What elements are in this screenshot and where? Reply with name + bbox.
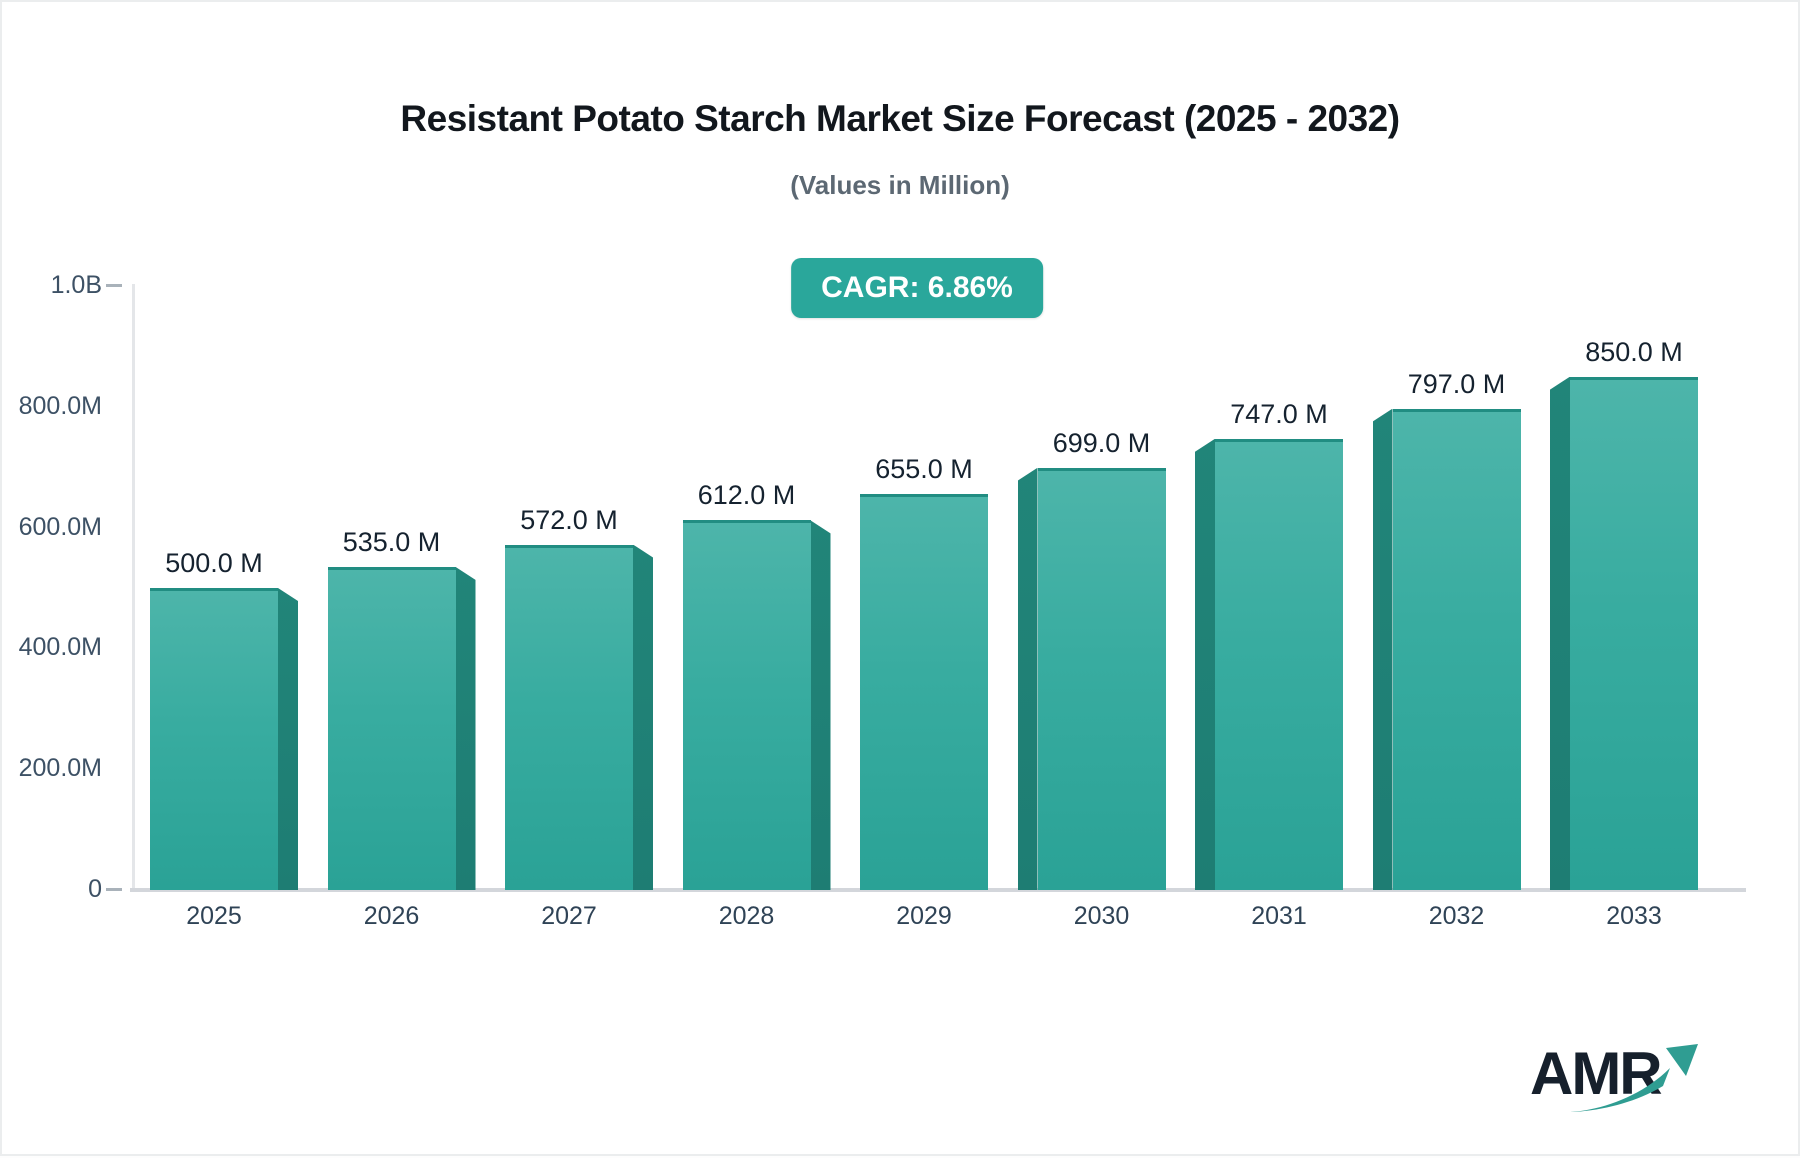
bar-side-3d	[278, 588, 298, 890]
bar-face	[1037, 467, 1166, 890]
x-axis-label-2030: 2030	[1073, 902, 1130, 930]
y-axis-label: 1.0B	[50, 271, 102, 299]
bar-value-label: 535.0 M	[342, 526, 441, 557]
bar-face	[1215, 438, 1343, 890]
growth-arrow-icon	[1570, 1044, 1698, 1112]
bar-side-3d	[810, 520, 831, 890]
bar-value-label: 612.0 M	[697, 480, 796, 511]
bar-2026[interactable]	[327, 566, 476, 890]
x-axis-label-2033: 2033	[1606, 902, 1662, 930]
bar-2028[interactable]	[682, 520, 831, 890]
bar-2025[interactable]	[150, 588, 298, 890]
x-axis-line	[130, 888, 1746, 892]
bar-2032[interactable]	[1372, 408, 1521, 890]
chart-title: Resistant Potato Starch Market Size Fore…	[400, 98, 1400, 139]
bar-2030[interactable]	[1017, 467, 1166, 890]
y-axis-tick	[106, 284, 122, 287]
bar-face	[860, 494, 988, 890]
bar-value-label: 500.0 M	[165, 548, 263, 578]
bar-2027[interactable]	[505, 544, 653, 890]
amr-logo: AMR	[1530, 1034, 1725, 1125]
y-axis-label: 200.0M	[18, 754, 102, 783]
y-axis-label: 600.0M	[18, 512, 102, 541]
y-axis-label: 400.0M	[18, 633, 102, 662]
y-axis-label: 800.0M	[18, 391, 102, 420]
y-axis-tick	[106, 888, 122, 891]
bar-2033[interactable]	[1550, 376, 1698, 890]
chart-subtitle: (Values in Million)	[790, 170, 1010, 200]
x-axis-label-2032: 2032	[1428, 902, 1485, 930]
x-axis-label-2026: 2026	[363, 902, 420, 930]
bar-face	[682, 520, 811, 890]
bar-face	[1570, 376, 1698, 890]
x-axis-label-2025: 2025	[186, 902, 242, 930]
x-axis-label-2027: 2027	[541, 902, 597, 930]
x-axis-label-2028: 2028	[718, 902, 775, 930]
bar-face	[327, 566, 456, 890]
bar-value-label: 850.0 M	[1585, 336, 1683, 367]
bar-value-label: 572.0 M	[520, 504, 618, 535]
bar-side-3d	[633, 544, 653, 890]
cagr-badge: CAGR: 6.86%	[791, 258, 1043, 318]
bar-side-3d	[1372, 408, 1393, 890]
bar-side-3d	[455, 566, 476, 890]
bar-face	[150, 588, 278, 890]
bar-face	[1392, 408, 1521, 890]
bar-side-3d	[1017, 467, 1038, 890]
bar-side-3d	[1195, 438, 1215, 890]
bar-value-label: 699.0 M	[1052, 427, 1151, 458]
bar-2031[interactable]	[1195, 438, 1343, 890]
bar-side-3d	[1550, 376, 1570, 890]
bar-value-label: 797.0 M	[1407, 368, 1506, 399]
x-axis-label-2031: 2031	[1251, 902, 1307, 930]
bar-2029[interactable]	[860, 494, 988, 890]
bar-value-label: 655.0 M	[875, 454, 973, 485]
bar-face	[505, 544, 633, 890]
amr-logo-text: AMR	[1530, 1040, 1662, 1107]
y-axis-line	[132, 284, 135, 891]
y-axis-label: 0	[88, 875, 102, 903]
x-axis-label-2029: 2029	[896, 902, 952, 930]
bar-value-label: 747.0 M	[1230, 398, 1328, 429]
